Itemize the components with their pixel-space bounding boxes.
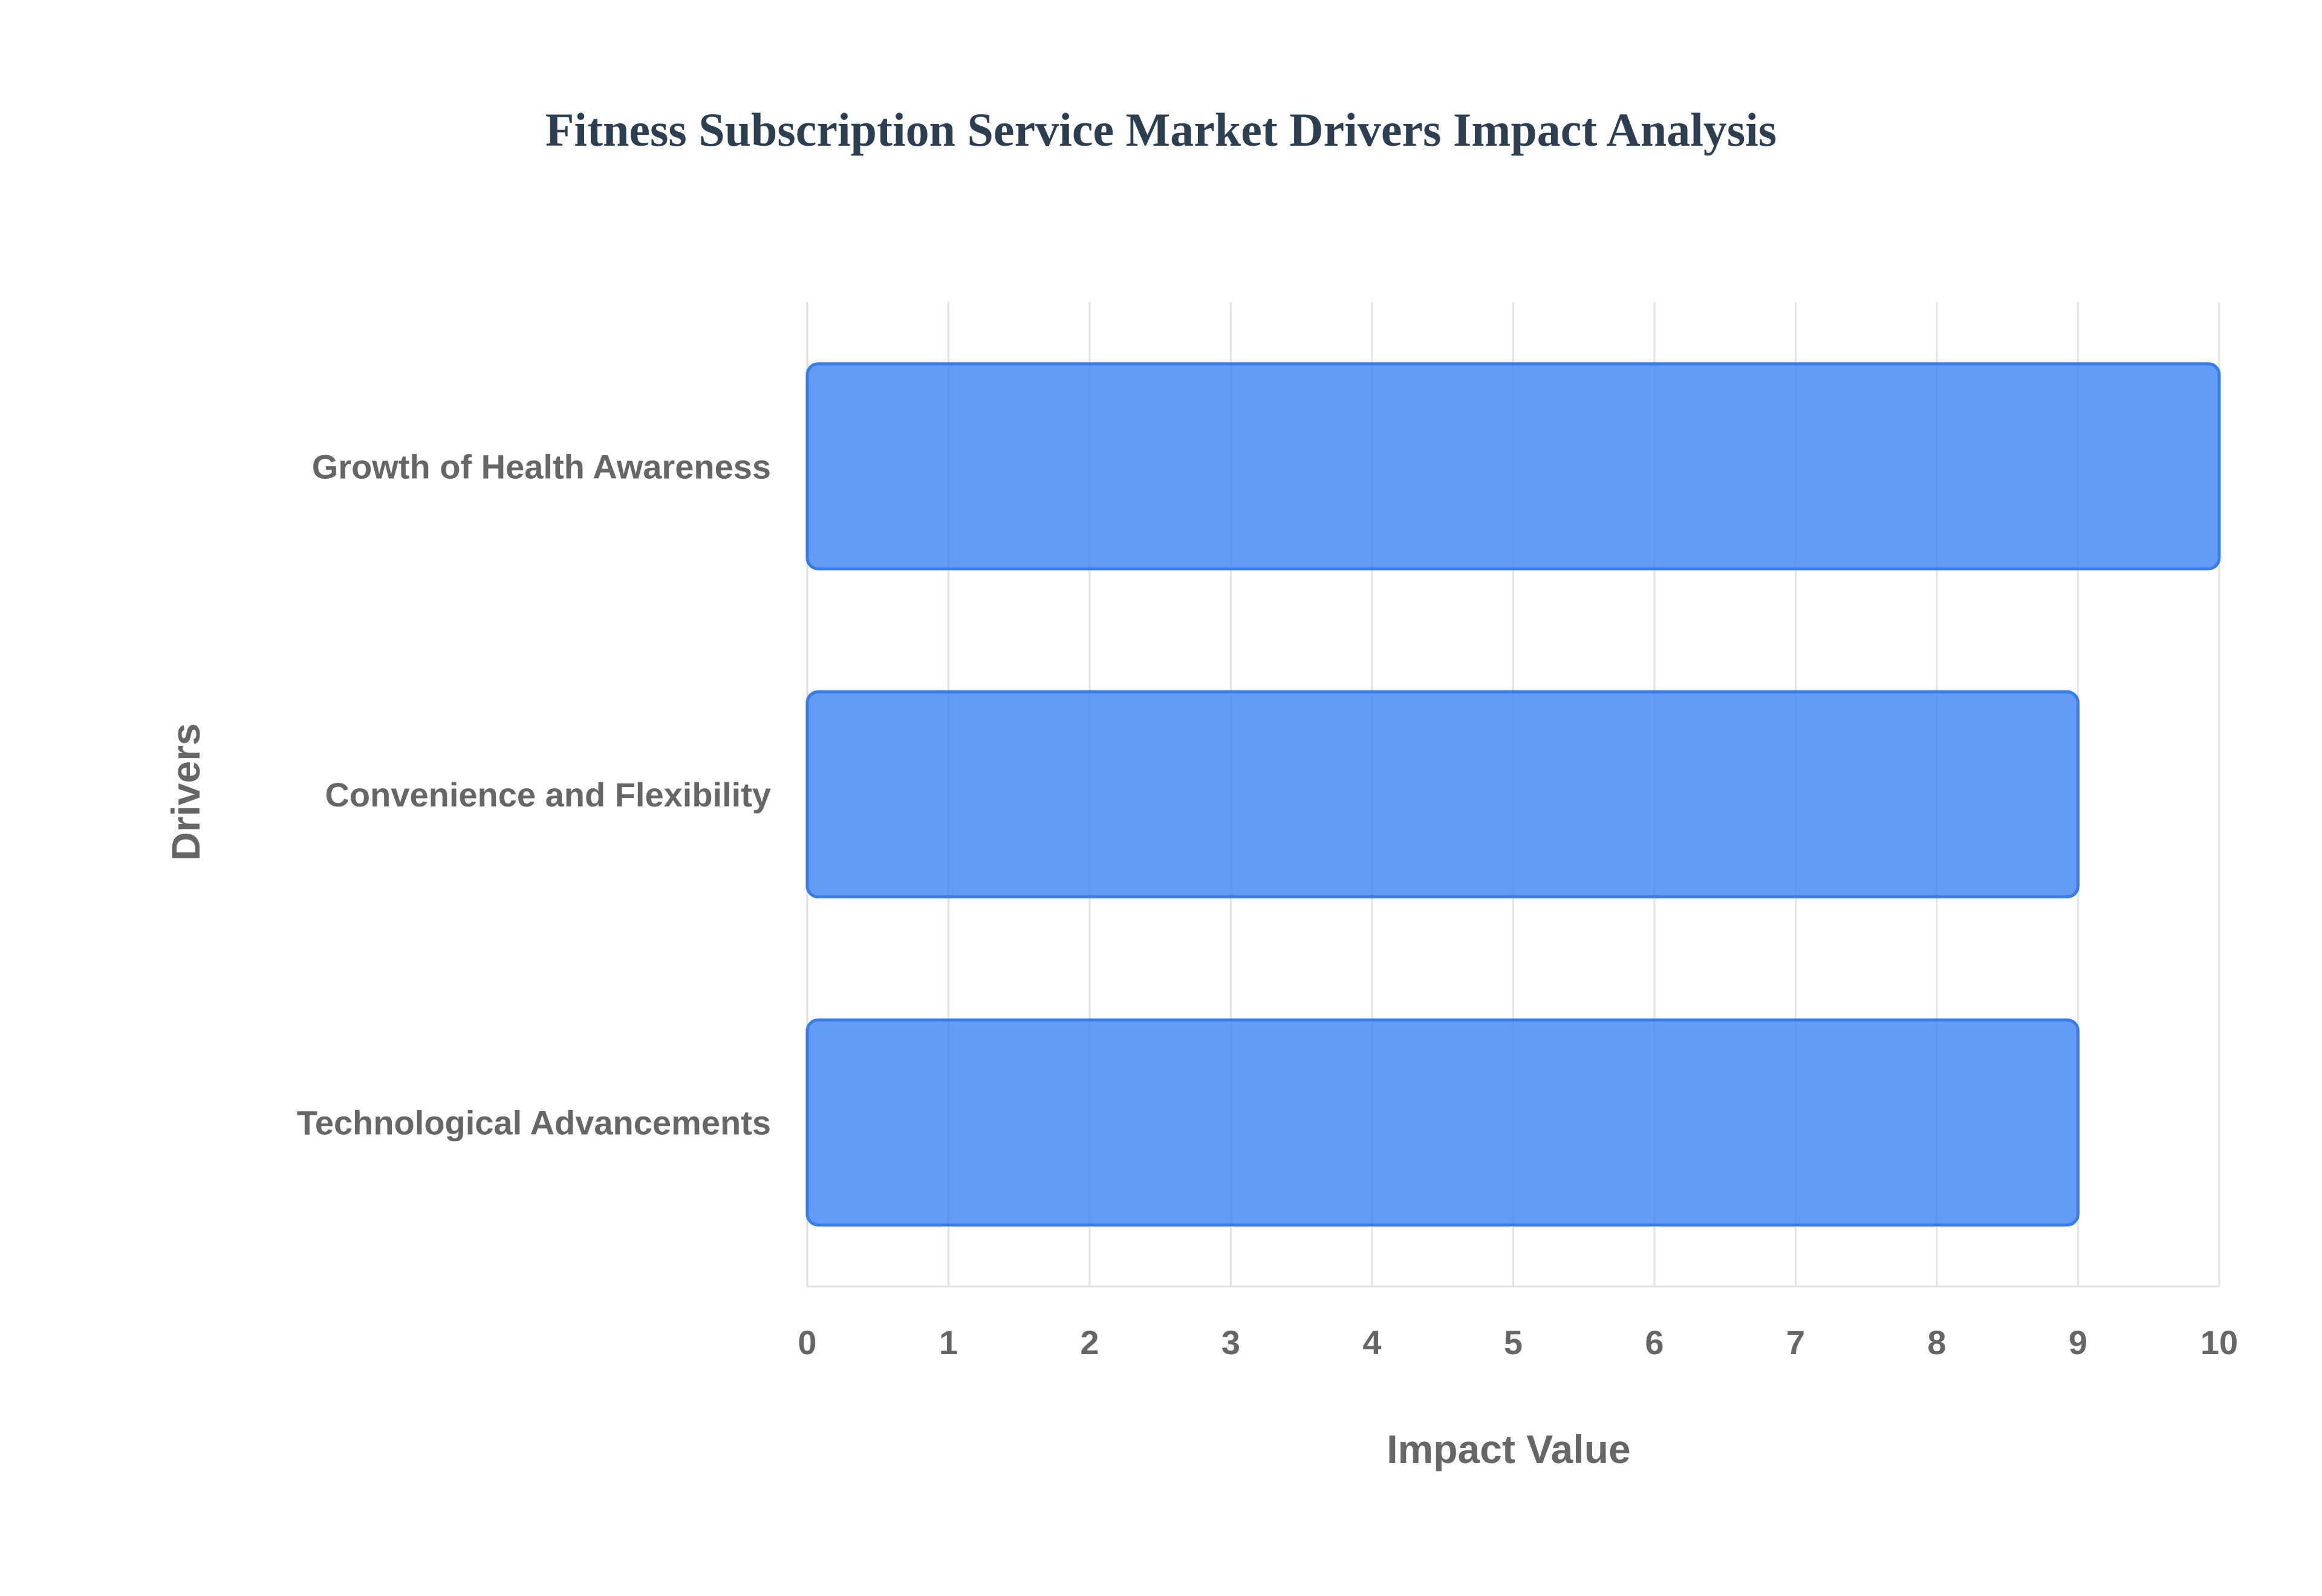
bar [805,362,2221,571]
x-tick-label: 10 [2200,1323,2238,1361]
x-tick-label: 3 [1221,1323,1240,1361]
x-tick-label: 6 [1645,1323,1663,1361]
chart-title: Fitness Subscription Service Market Driv… [545,103,1777,156]
bars [805,362,2221,1227]
x-tick-label: 0 [798,1323,816,1361]
y-tick-label: Technological Advancements [297,1104,771,1142]
x-tick-label: 5 [1504,1323,1523,1361]
x-tick-label: 4 [1362,1323,1381,1361]
y-tick-label: Convenience and Flexibility [325,776,771,814]
x-tick-label: 9 [2069,1323,2087,1361]
y-tick-label: Growth of Health Awareness [312,447,771,485]
x-tick-label: 1 [939,1323,958,1361]
x-tick-label: 7 [1786,1323,1805,1361]
x-tick-label: 8 [1927,1323,1946,1361]
x-tick-label: 2 [1080,1323,1099,1361]
y-axis-title: Drivers [163,723,208,861]
bar [805,690,2080,899]
x-axis-title: Impact Value [1387,1427,1631,1471]
bar [805,1018,2080,1227]
x-tick-labels: 0 1 2 3 4 5 6 7 8 9 10 [798,1323,2238,1361]
y-tick-labels: Growth of Health Awareness Convenience an… [297,447,771,1141]
